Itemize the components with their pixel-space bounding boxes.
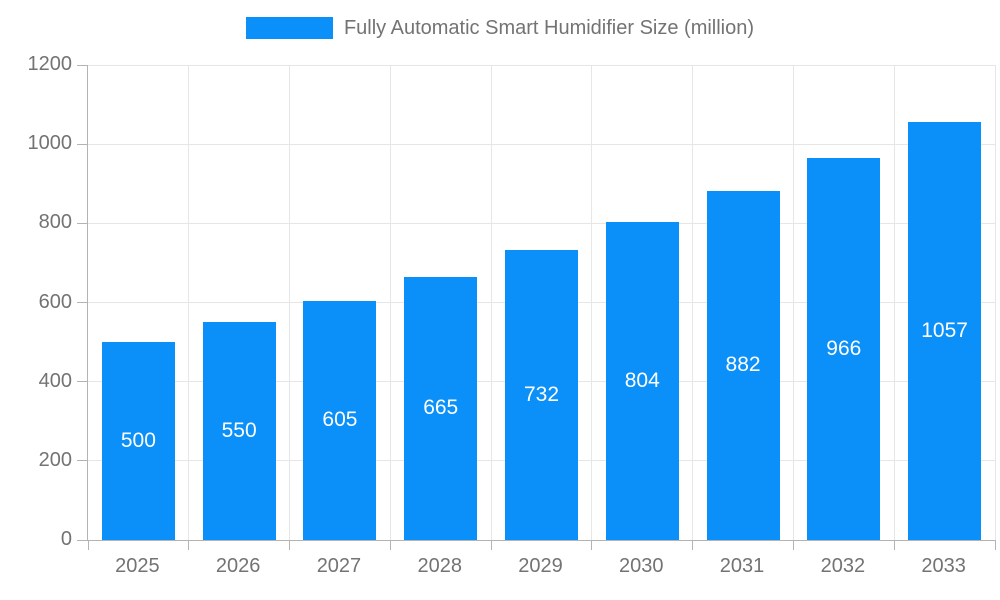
y-axis-tick: [77, 64, 87, 66]
y-tick-label: 1200: [27, 53, 73, 75]
y-axis-tick: [77, 222, 87, 224]
x-axis-tick: [490, 540, 492, 550]
x-axis-tick: [893, 540, 895, 550]
x-tick-label: 2032: [820, 555, 866, 577]
x-axis-tick: [289, 540, 291, 550]
y-tick-label: 400: [38, 369, 72, 392]
y-gridline: [88, 64, 995, 66]
x-axis-tick: [87, 540, 89, 550]
y-tick-label: 600: [38, 290, 72, 313]
x-tick-label: 2027: [316, 555, 362, 577]
y-tick-label: 1000: [27, 132, 73, 155]
y-axis-tick: [77, 460, 87, 462]
x-gridline: [893, 65, 895, 540]
x-gridline: [389, 65, 391, 540]
y-axis-tick: [77, 539, 87, 541]
bar-value-label: 550: [221, 419, 257, 443]
bar-value-label: 665: [423, 396, 459, 420]
bar-2029[interactable]: 732: [505, 250, 578, 540]
bar-value-label: 804: [624, 368, 660, 392]
y-tick-label: 200: [38, 448, 72, 471]
x-tick-label: 2025: [115, 555, 160, 577]
bar-value-label: 1057: [921, 318, 968, 342]
y-tick-label: 800: [38, 211, 72, 234]
legend-swatch: [245, 17, 333, 39]
y-gridline: [88, 222, 995, 224]
legend-label: Fully Automatic Smart Humidifier Size (m…: [343, 17, 755, 39]
bar-2030[interactable]: 804: [605, 221, 679, 540]
plot-area: 500 550 605 665 732 804 882 966 1057: [77, 64, 996, 550]
x-gridline: [289, 65, 291, 540]
y-axis-tick: [77, 381, 87, 383]
x-tick-label: 2031: [719, 555, 765, 577]
bar-2033[interactable]: 1057: [908, 121, 982, 540]
x-tick-label: 2030: [619, 555, 664, 577]
x-tick-label: 2029: [518, 555, 563, 577]
x-gridline: [692, 65, 694, 540]
legend[interactable]: Fully Automatic Smart Humidifier Size (m…: [0, 17, 1000, 39]
x-tick-label: 2033: [921, 555, 966, 577]
x-axis-tick: [188, 540, 190, 550]
bar-value-label: 605: [322, 408, 358, 432]
bar-2031[interactable]: 882: [706, 190, 780, 540]
y-axis-tick: [77, 143, 87, 145]
bar-value-label: 500: [120, 429, 156, 453]
bar-value-label: 966: [826, 336, 862, 360]
x-axis-tick: [792, 540, 794, 550]
x-gridline: [994, 65, 996, 540]
bar-2032[interactable]: 966: [807, 157, 881, 540]
y-axis-tick: [77, 302, 87, 303]
y-gridline: [88, 143, 995, 145]
x-gridline: [188, 65, 190, 540]
bar-2026[interactable]: 550: [202, 322, 276, 540]
bar-value-label: 882: [725, 353, 761, 377]
x-axis-tick: [994, 540, 996, 550]
bar-2027[interactable]: 605: [303, 300, 377, 540]
y-tick-label: 0: [60, 528, 72, 550]
x-axis-tick: [692, 540, 694, 550]
x-gridline: [490, 65, 492, 540]
x-tick-label: 2028: [417, 555, 462, 577]
bar-2028[interactable]: 665: [404, 276, 478, 540]
x-gridline: [792, 65, 794, 540]
x-axis-tick: [591, 540, 593, 550]
x-tick-label: 2026: [215, 555, 261, 577]
x-axis-tick: [389, 540, 391, 550]
bar-value-label: 732: [523, 383, 560, 407]
bar-2025[interactable]: 500: [101, 342, 175, 540]
x-gridline: [591, 65, 593, 540]
